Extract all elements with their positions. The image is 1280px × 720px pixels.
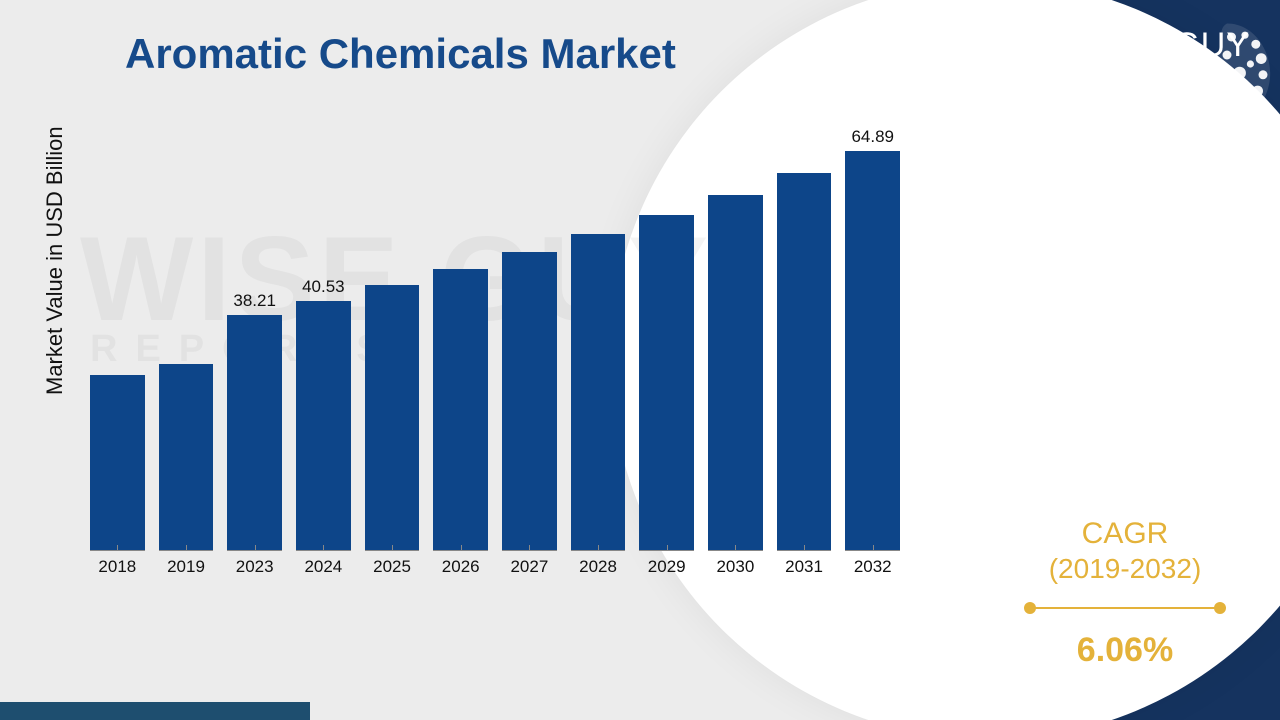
infographic-stage: WISE GUY REPORTS Aromatic Chemicals Mark… xyxy=(0,0,1280,720)
bar xyxy=(777,173,832,550)
bar-2024: 40.53 xyxy=(296,301,351,550)
bar xyxy=(365,285,420,550)
x-tick: 2025 xyxy=(365,550,420,590)
x-tick: 2030 xyxy=(708,550,763,590)
bar xyxy=(296,301,351,550)
bar xyxy=(159,364,214,550)
x-tick: 2028 xyxy=(571,550,626,590)
brand-word-2: GUY xyxy=(1173,26,1250,64)
x-axis: 2018 2019 2023 2024 2025 2026 2027 2028 2029 2030… xyxy=(90,550,900,590)
x-tick: 2029 xyxy=(639,550,694,590)
x-tick: 2031 xyxy=(777,550,832,590)
bar xyxy=(433,269,488,550)
bar xyxy=(571,234,626,550)
bar-value-label: 40.53 xyxy=(302,277,345,297)
bar-2029 xyxy=(639,215,694,550)
chart-title: Aromatic Chemicals Market xyxy=(125,30,676,78)
bar xyxy=(708,195,763,550)
brand-logo: WISE GUY REPORTS xyxy=(1065,26,1250,88)
x-tick: 2023 xyxy=(227,550,282,590)
bottom-accent-strip xyxy=(0,702,310,720)
bar-2018 xyxy=(90,375,145,550)
x-tick: 2024 xyxy=(296,550,351,590)
bar-2030 xyxy=(708,195,763,550)
x-tick: 2026 xyxy=(433,550,488,590)
bar xyxy=(90,375,145,550)
bar-2019 xyxy=(159,364,214,550)
cagr-block: CAGR (2019-2032) 6.06% xyxy=(1000,517,1250,670)
bar-chart: 38.21 40.53 64.89 2018 2019 2023 2024 2025 2026… xyxy=(90,150,900,590)
bar-2026 xyxy=(433,269,488,550)
bar xyxy=(639,215,694,550)
cagr-range: (2019-2032) xyxy=(1000,553,1250,585)
x-tick: 2018 xyxy=(90,550,145,590)
bar-2025 xyxy=(365,285,420,550)
brand-subtext: REPORTS xyxy=(1065,67,1250,88)
x-tick: 2032 xyxy=(845,550,900,590)
bar-2032: 64.89 xyxy=(845,151,900,550)
x-tick: 2019 xyxy=(159,550,214,590)
bar-2031 xyxy=(777,173,832,550)
bar xyxy=(502,252,557,550)
bar xyxy=(845,151,900,550)
bar-2028 xyxy=(571,234,626,550)
brand-word-1: WISE xyxy=(1072,26,1163,64)
bar-2023: 38.21 xyxy=(227,315,282,550)
bars-container: 38.21 40.53 64.89 xyxy=(90,150,900,550)
y-axis-label: Market Value in USD Billion xyxy=(42,126,68,395)
bar xyxy=(227,315,282,550)
bar-2027 xyxy=(502,252,557,550)
bar-value-label: 64.89 xyxy=(851,127,894,147)
cagr-value: 6.06% xyxy=(1000,631,1250,670)
cagr-divider xyxy=(1030,607,1220,609)
x-tick: 2027 xyxy=(502,550,557,590)
cagr-label: CAGR xyxy=(1000,517,1250,551)
bar-value-label: 38.21 xyxy=(233,291,276,311)
